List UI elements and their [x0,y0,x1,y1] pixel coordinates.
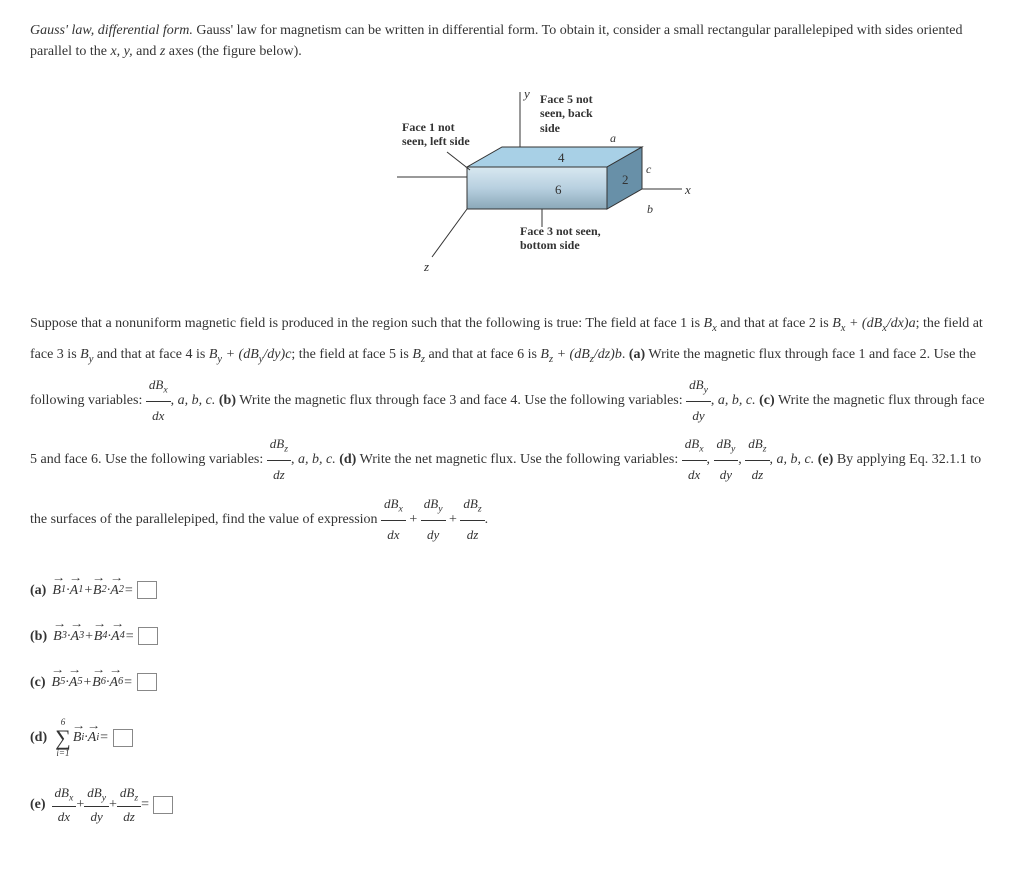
answer-e-input[interactable] [153,796,173,814]
answer-a-input[interactable] [137,581,157,599]
p-text-1: Suppose that a nonuniform magnetic field… [30,316,704,331]
y-axis-label: y [524,84,530,104]
figure-container: Face 1 not seen, left side Face 5 not se… [30,82,994,289]
face1-label: Face 1 not seen, left side [402,120,470,149]
box-svg [302,82,722,282]
answer-e-expr: dBxdx + dBydy + dBzdz = [52,783,150,827]
answer-c-row: (c) B5 · A5 + B6 · A6 = [30,672,994,693]
answer-b-row: (b) B3 · A3 + B4 · A4 = [30,626,994,647]
answer-d-input[interactable] [113,729,133,747]
answer-a-row: (a) B1 · A1 + B2 · A2 = [30,580,994,601]
face-6-num: 6 [555,180,562,200]
answers-block: (a) B1 · A1 + B2 · A2 = (b) B3 · A3 + B4… [30,580,994,827]
p-text-8: Write the magnetic flux through face 3 a… [239,393,686,408]
answer-d-label: (d) [30,727,47,748]
answer-a-expr: B1 · A1 + B2 · A2 = [52,580,133,601]
p-text-10: Write the net magnetic flux. Use the fol… [360,452,682,467]
p-text-5: the field at face 5 is [299,347,413,362]
answer-a-label: (a) [30,580,46,601]
answer-e-label: (e) [30,794,46,815]
p-text-4: and that at face 4 is [97,347,209,362]
part-c-label: (c) [759,393,775,408]
title-italic: Gauss' law, differential form. [30,23,193,38]
answer-b-label: (b) [30,626,47,647]
face5-label: Face 5 not seen, back side [540,92,593,135]
intro-text-2: and [133,44,160,59]
p-text-6: and that at face 6 is [428,347,540,362]
answer-d-row: (d) 6 ∑ i=1 Bi · Ai = [30,718,994,758]
answer-b-input[interactable] [138,627,158,645]
intro-text-3: axes (the figure below). [165,44,301,59]
part-e-label: (e) [818,452,834,467]
face-4-num: 4 [558,148,565,168]
answer-b-expr: B3 · A3 + B4 · A4 = [53,626,134,647]
answer-c-expr: B5 · A5 + B6 · A6 = [52,672,133,693]
answer-c-label: (c) [30,672,46,693]
dim-a: a [610,129,616,147]
part-d-label: (d) [339,452,356,467]
intro-paragraph: Gauss' law, differential form. Gauss' la… [30,20,994,62]
face3-label: Face 3 not seen, bottom side [520,224,601,253]
parallelepiped-figure: Face 1 not seen, left side Face 5 not se… [302,82,722,282]
answer-d-expr: 6 ∑ i=1 Bi · Ai = [53,718,109,758]
z-axis-label: z [424,257,429,277]
face-2-num: 2 [622,170,629,190]
answer-c-input[interactable] [137,673,157,691]
part-b-label: (b) [219,393,236,408]
part-a-label: (a) [629,347,645,362]
dim-c: c [646,160,651,178]
dim-b: b [647,200,653,218]
answer-e-row: (e) dBxdx + dBydy + dBzdz = [30,783,994,827]
x-axis-label: x [685,180,691,200]
problem-body: Suppose that a nonuniform magnetic field… [30,309,994,550]
axes-xy: x, y, [110,44,132,59]
p-text-2: and that at face 2 is [720,316,832,331]
